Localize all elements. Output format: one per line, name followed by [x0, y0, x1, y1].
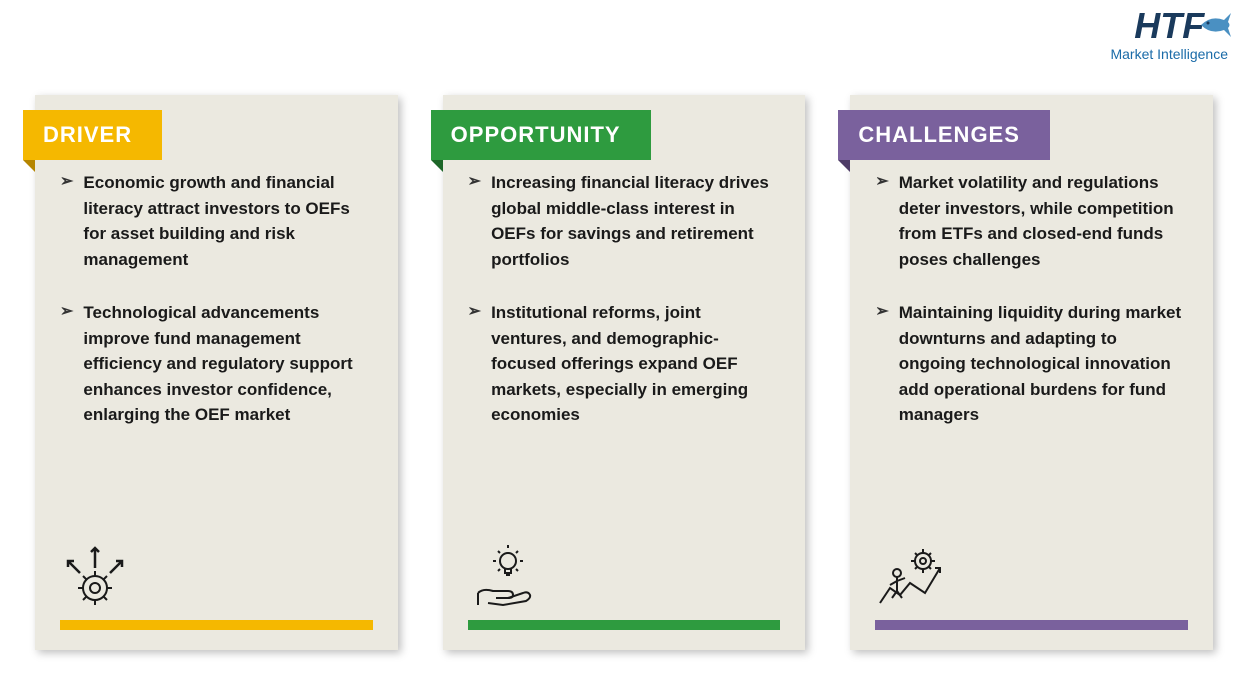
challenges-card: CHALLENGES ➢ Market volatility and regul… [850, 95, 1213, 650]
bullet-arrow-icon: ➢ [875, 170, 888, 194]
logo-fish-icon [1196, 10, 1236, 40]
driver-card: DRIVER ➢ Economic growth and financial l… [35, 95, 398, 650]
bullet-text: Market volatility and regulations deter … [899, 170, 1188, 272]
bullet-text: Maintaining liquidity during market down… [899, 300, 1188, 428]
logo-subtitle: Market Intelligence [1110, 46, 1228, 62]
hand-bulb-icon [468, 540, 781, 610]
logo: HTF Market Intelligence [1110, 8, 1228, 62]
driver-bar [60, 620, 373, 630]
opportunity-bar [468, 620, 781, 630]
bullet-arrow-icon: ➢ [60, 170, 73, 194]
bullet-text: Technological advancements improve fund … [83, 300, 372, 428]
bullet-item: ➢ Increasing financial literacy drives g… [468, 170, 781, 272]
cards-container: DRIVER ➢ Economic growth and financial l… [0, 0, 1248, 670]
bullet-arrow-icon: ➢ [875, 300, 888, 324]
bullet-item: ➢ Economic growth and financial literacy… [60, 170, 373, 272]
driver-header: DRIVER [23, 110, 162, 160]
opportunity-bullets: ➢ Increasing financial literacy drives g… [468, 170, 781, 540]
bullet-text: Increasing financial literacy drives glo… [491, 170, 780, 272]
challenges-bar [875, 620, 1188, 630]
bullet-text: Economic growth and financial literacy a… [83, 170, 372, 272]
bullet-item: ➢ Technological advancements improve fun… [60, 300, 373, 428]
person-gear-icon [875, 540, 1188, 610]
challenges-bullets: ➢ Market volatility and regulations dete… [875, 170, 1188, 540]
bullet-text: Institutional reforms, joint ventures, a… [491, 300, 780, 428]
bullet-arrow-icon: ➢ [468, 170, 481, 194]
gear-arrows-icon [60, 540, 373, 610]
bullet-item: ➢ Institutional reforms, joint ventures,… [468, 300, 781, 428]
bullet-arrow-icon: ➢ [60, 300, 73, 324]
bullet-item: ➢ Maintaining liquidity during market do… [875, 300, 1188, 428]
opportunity-header: OPPORTUNITY [431, 110, 651, 160]
bullet-arrow-icon: ➢ [468, 300, 481, 324]
challenges-header: CHALLENGES [838, 110, 1050, 160]
opportunity-card: OPPORTUNITY ➢ Increasing financial liter… [443, 95, 806, 650]
driver-bullets: ➢ Economic growth and financial literacy… [60, 170, 373, 540]
bullet-item: ➢ Market volatility and regulations dete… [875, 170, 1188, 272]
